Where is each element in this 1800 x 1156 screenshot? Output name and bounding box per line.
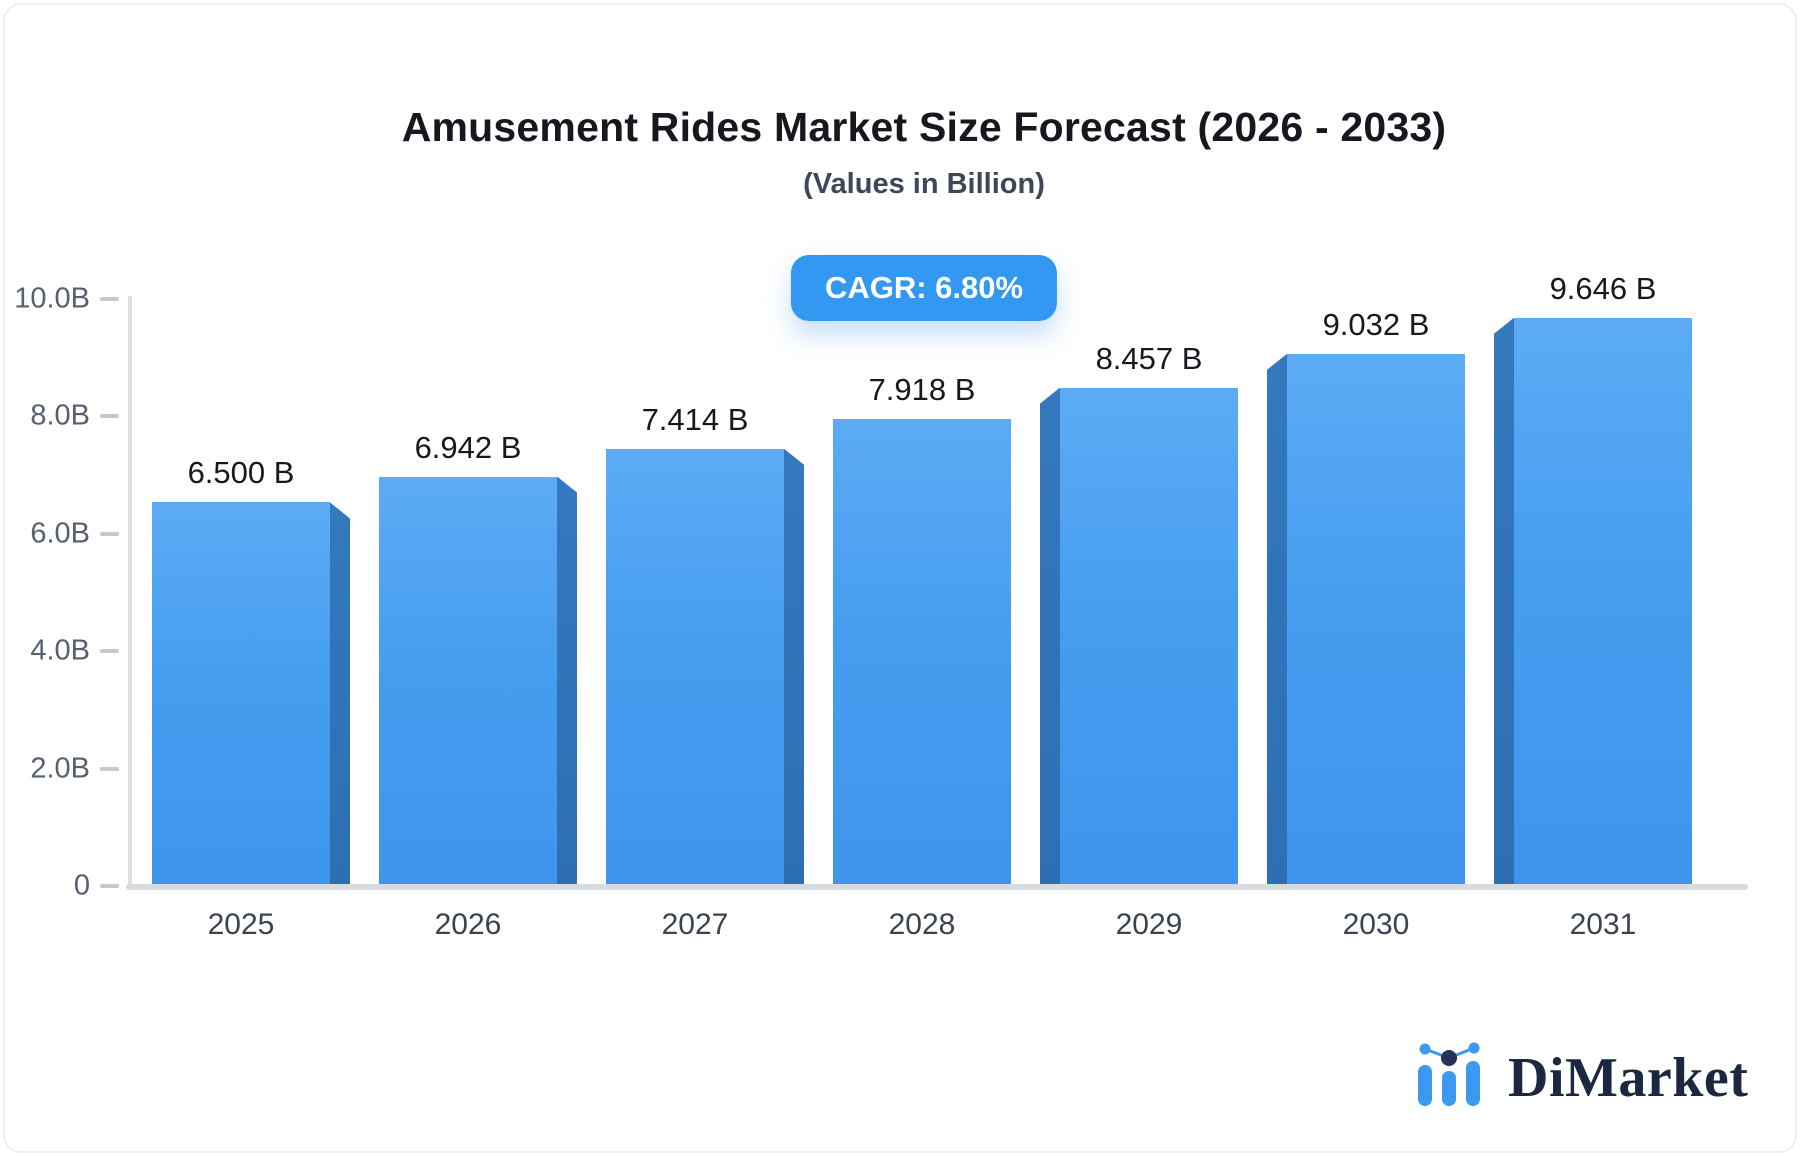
brand-logo: DiMarket <box>1416 1040 1748 1106</box>
bar-value-label: 9.032 B <box>1322 306 1430 342</box>
x-axis-category-label: 2028 <box>888 908 956 941</box>
bar <box>1287 353 1465 884</box>
x-axis-category-label: 2027 <box>661 908 729 941</box>
bar-chart-logo-icon <box>1418 1042 1480 1106</box>
y-axis-line <box>128 296 132 886</box>
x-axis-category-label: 2026 <box>434 908 502 941</box>
bar-side-face <box>784 448 804 884</box>
y-axis-tick-mark <box>100 649 119 654</box>
bar-side-face <box>1267 353 1287 884</box>
x-axis-category-label: 2030 <box>1342 908 1410 941</box>
y-axis-tick-label: 10.0B <box>14 282 90 315</box>
bar-value-label: 6.500 B <box>187 455 295 491</box>
bar-value-label: 7.414 B <box>641 401 749 437</box>
bar <box>833 419 1011 884</box>
bar-side-face <box>1040 387 1060 884</box>
bar-side-face <box>557 476 577 884</box>
bar-value-label: 6.942 B <box>414 429 522 465</box>
x-axis-category-label: 2029 <box>1115 908 1183 941</box>
bar <box>152 502 330 884</box>
y-axis-tick-mark <box>100 531 119 536</box>
bar-side-face <box>330 502 350 884</box>
y-axis-tick-label: 6.0B <box>30 517 90 550</box>
y-axis-tick-label: 0 <box>73 869 90 902</box>
bar <box>379 476 557 884</box>
chart-subtitle: (Values in Billion) <box>803 168 1045 200</box>
y-axis-tick-mark <box>100 414 119 419</box>
bar-side-face <box>1494 317 1514 884</box>
y-axis-tick-mark <box>100 766 119 771</box>
bar <box>606 448 784 884</box>
y-axis-tick-mark <box>100 297 119 301</box>
y-axis-tick-label: 8.0B <box>30 399 90 432</box>
bar-value-label: 8.457 B <box>1095 340 1203 376</box>
bar-value-label: 9.646 B <box>1549 270 1657 306</box>
x-axis-category-label: 2025 <box>207 908 275 941</box>
x-axis-baseline <box>126 884 1748 890</box>
chart-title: Amusement Rides Market Size Forecast (20… <box>401 104 1447 150</box>
bar <box>1060 387 1238 884</box>
y-axis-tick-mark <box>100 884 119 888</box>
cagr-badge: CAGR: 6.80% <box>790 255 1058 321</box>
x-axis-category-label: 2031 <box>1569 908 1637 941</box>
y-axis-tick-label: 2.0B <box>30 752 90 785</box>
bar <box>1514 317 1692 884</box>
bar-value-label: 7.918 B <box>868 372 976 408</box>
brand-logo-text: DiMarket <box>1508 1047 1749 1109</box>
y-axis-tick-label: 4.0B <box>30 634 90 667</box>
